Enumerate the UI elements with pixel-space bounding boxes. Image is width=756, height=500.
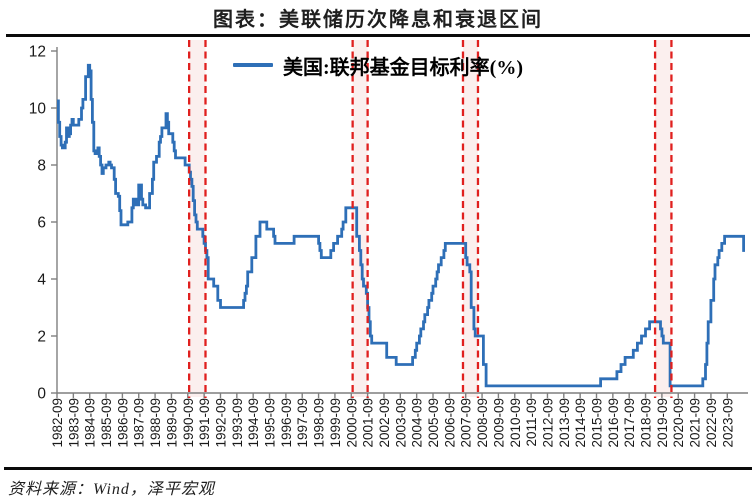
x-tick-label: 1995-09 — [263, 398, 278, 448]
footer-divider-rule — [4, 467, 752, 470]
y-tick-label: 10 — [29, 101, 47, 118]
x-tick-label: 1996-09 — [279, 398, 294, 448]
recession-band — [655, 40, 672, 397]
x-tick-label: 2018-09 — [639, 398, 654, 448]
x-tick-label: 2001-09 — [361, 398, 376, 448]
x-tick-label: 2002-09 — [377, 398, 392, 448]
x-tick-label: 1984-09 — [83, 398, 98, 448]
x-tick-label: 2015-09 — [590, 398, 605, 448]
x-tick-label: 2008-09 — [475, 398, 490, 448]
y-tick-label: 12 — [29, 44, 46, 61]
y-tick-label: 2 — [37, 329, 46, 346]
x-tick-label: 2017-09 — [622, 398, 637, 448]
x-tick-label: 2006-09 — [442, 398, 457, 448]
x-tick-label: 1985-09 — [99, 398, 114, 448]
x-tick-label: 2009-09 — [491, 398, 506, 448]
x-tick-label: 2007-09 — [459, 398, 474, 448]
y-tick-label: 8 — [37, 158, 46, 175]
y-tick-label: 0 — [37, 386, 46, 403]
x-tick-label: 1983-09 — [66, 398, 81, 448]
x-tick-label: 2013-09 — [557, 398, 572, 448]
x-tick-label: 1990-09 — [181, 398, 196, 448]
title-divider-rule — [6, 34, 750, 37]
x-tick-label: 2022-09 — [704, 398, 719, 448]
x-tick-label: 1982-09 — [50, 398, 65, 448]
x-tick-label: 1993-09 — [230, 398, 245, 448]
rate-line — [57, 63, 745, 388]
x-tick-label: 2000-09 — [344, 398, 359, 448]
y-tick-label: 4 — [37, 272, 46, 289]
x-tick-label: 1994-09 — [246, 398, 261, 448]
x-tick-label: 2020-09 — [671, 398, 686, 448]
x-tick-label: 1999-09 — [328, 398, 343, 448]
x-tick-label: 1998-09 — [312, 398, 327, 448]
x-tick-label: 1992-09 — [213, 398, 228, 448]
x-tick-label: 1988-09 — [148, 398, 163, 448]
x-tick-label: 2021-09 — [688, 398, 703, 448]
x-tick-label: 1987-09 — [132, 398, 147, 448]
recession-band — [352, 40, 368, 397]
y-tick-label: 6 — [37, 215, 46, 232]
x-tick-label: 1986-09 — [115, 398, 130, 448]
x-tick-label: 2012-09 — [540, 398, 555, 448]
source-note: 资料来源：Wind，泽平宏观 — [8, 481, 215, 498]
x-tick-label: 2011-09 — [524, 398, 539, 447]
x-tick-label: 2005-09 — [426, 398, 441, 448]
recession-band — [462, 40, 478, 397]
x-tick-label: 1991-09 — [197, 398, 212, 448]
x-tick-label: 2010-09 — [508, 398, 523, 448]
x-tick-label: 1989-09 — [164, 398, 179, 448]
x-tick-label: 2016-09 — [606, 398, 621, 448]
page-title: 图表：美联储历次降息和衰退区间 — [213, 9, 543, 31]
x-tick-label: 2023-09 — [720, 398, 735, 448]
x-tick-label: 2003-09 — [393, 398, 408, 448]
x-tick-label: 2019-09 — [655, 398, 670, 448]
x-tick-label: 2004-09 — [410, 398, 425, 448]
x-tick-label: 1997-09 — [295, 398, 310, 448]
x-tick-label: 2014-09 — [573, 398, 588, 448]
